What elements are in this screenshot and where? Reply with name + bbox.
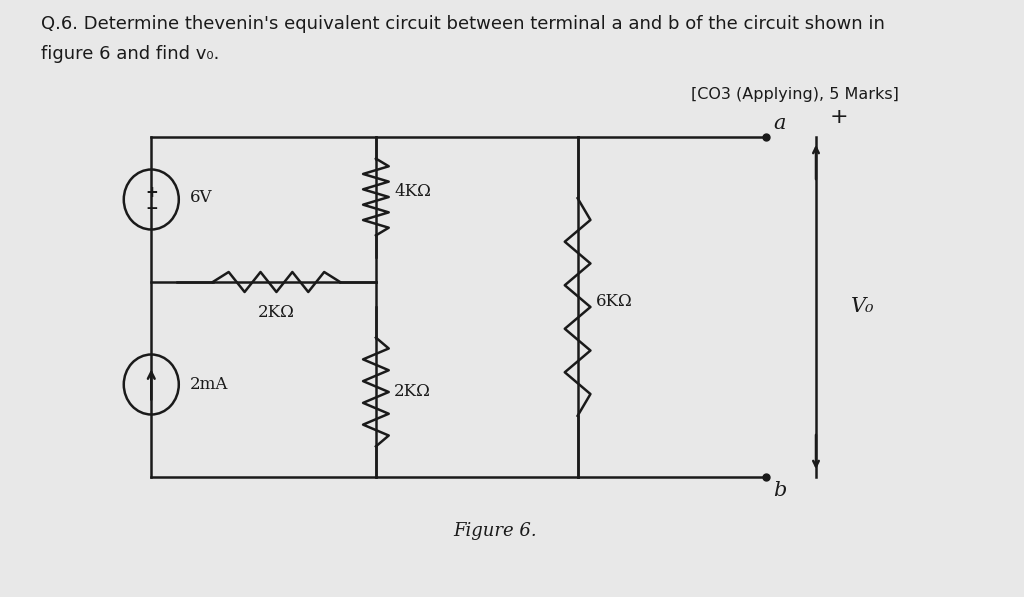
Text: Q.6. Determine thevenin's equivalent circuit between terminal a and b of the cir: Q.6. Determine thevenin's equivalent cir… — [41, 15, 885, 33]
Text: 2KΩ: 2KΩ — [258, 304, 295, 321]
Text: +: + — [145, 185, 158, 200]
Text: a: a — [773, 114, 785, 133]
Text: b: b — [773, 481, 786, 500]
Text: 2mA: 2mA — [189, 376, 228, 393]
Text: −: − — [145, 201, 158, 216]
Text: 2KΩ: 2KΩ — [394, 383, 431, 401]
Text: 4KΩ: 4KΩ — [394, 183, 431, 201]
Text: 6V: 6V — [189, 189, 212, 206]
Text: [CO3 (Applying), 5 Marks]: [CO3 (Applying), 5 Marks] — [690, 87, 898, 102]
Text: 6KΩ: 6KΩ — [596, 294, 633, 310]
Text: V₀: V₀ — [851, 297, 874, 316]
Text: +: + — [829, 107, 848, 127]
Text: Figure 6.: Figure 6. — [454, 522, 537, 540]
Text: figure 6 and find v₀.: figure 6 and find v₀. — [41, 45, 219, 63]
